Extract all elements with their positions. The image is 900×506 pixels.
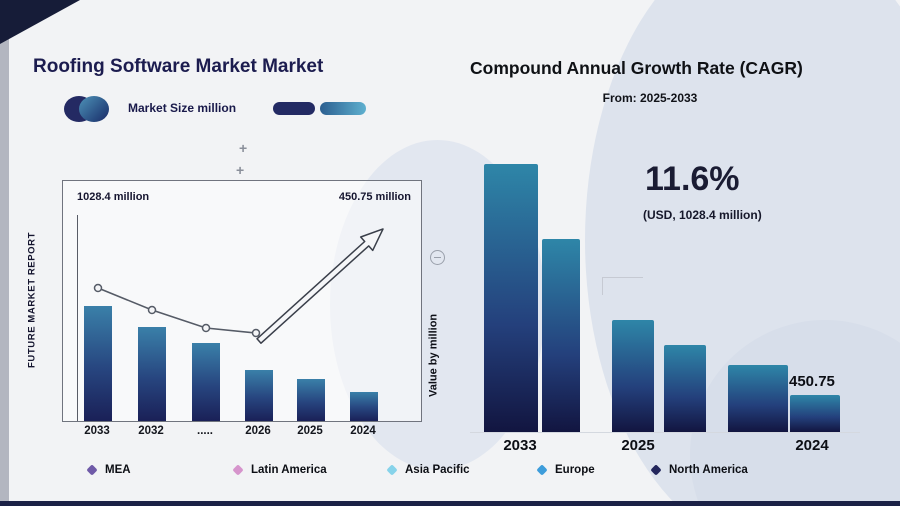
left-chart-title: Roofing Software Market Market bbox=[33, 56, 324, 77]
legend-label: Europe bbox=[555, 464, 595, 476]
legend-item-latin-america: Latin America bbox=[232, 464, 327, 476]
legend-bullet bbox=[386, 464, 398, 476]
min-value-label: 450.75 million bbox=[338, 191, 411, 203]
x-label: 2024 bbox=[350, 425, 376, 437]
x-label: 2032 bbox=[138, 425, 164, 437]
circle-dash-icon bbox=[430, 250, 445, 265]
region-legend: MEA Latin America Asia Pacific Europe No… bbox=[0, 464, 900, 488]
legend-label: North America bbox=[669, 464, 748, 476]
x-label: 2033 bbox=[84, 425, 110, 437]
x-label: 2026 bbox=[245, 425, 271, 437]
legend-bullet bbox=[86, 464, 98, 476]
max-value-label: 1028.4 million bbox=[77, 191, 150, 203]
legend-item-europe: Europe bbox=[536, 464, 595, 476]
legend-label: MEA bbox=[105, 464, 131, 476]
bar-2024-tall bbox=[728, 365, 788, 432]
legend-bullet bbox=[232, 464, 244, 476]
x-label: 2025 bbox=[621, 437, 655, 454]
bar-2026 bbox=[245, 370, 273, 421]
bar-2032 bbox=[138, 327, 166, 421]
bar-2025 bbox=[297, 379, 325, 421]
x-label: ..... bbox=[197, 425, 213, 437]
legend-bullet bbox=[536, 464, 548, 476]
bar-2024-short bbox=[790, 395, 840, 432]
legend-pill-gradient bbox=[320, 102, 366, 115]
legend-bullet bbox=[650, 464, 662, 476]
cagr-basis: (USD, 1028.4 million) bbox=[643, 208, 762, 222]
legend-label: Asia Pacific bbox=[405, 464, 470, 476]
future-market-report-label: FUTURE MARKET REPORT bbox=[26, 231, 38, 369]
market-size-chart-panel: 1028.4 million 450.75 million bbox=[62, 180, 422, 422]
cagr-value: 11.6% bbox=[645, 160, 740, 198]
cagr-chart-panel bbox=[470, 160, 860, 432]
plus-mark: + bbox=[236, 162, 245, 178]
value-450-label: 450.75 bbox=[789, 373, 835, 390]
legend-item-north-america: North America bbox=[650, 464, 748, 476]
bar-2024 bbox=[350, 392, 378, 421]
bar-2033-tall bbox=[484, 164, 538, 432]
legend-pill-dark bbox=[273, 102, 315, 115]
legend-item-asia-pacific: Asia Pacific bbox=[386, 464, 470, 476]
left-edge-strip bbox=[0, 26, 9, 506]
x-label: 2024 bbox=[795, 437, 829, 454]
bar-intermediate bbox=[192, 343, 220, 421]
bar-2033-short bbox=[542, 239, 580, 432]
bar-2025-short bbox=[664, 345, 706, 432]
cylinder-icon bbox=[64, 94, 116, 124]
value-by-million-label: Value by million bbox=[427, 313, 440, 397]
bar-2025-tall bbox=[612, 320, 654, 432]
y-axis-line bbox=[77, 215, 78, 421]
x-label: 2025 bbox=[297, 425, 323, 437]
x-label: 2033 bbox=[503, 437, 537, 454]
corner-triangle-decoration bbox=[0, 0, 80, 44]
step-line-decoration bbox=[602, 277, 643, 295]
right-x-axis-labels: 2033 2025 2024 bbox=[470, 437, 860, 457]
cagr-baseline bbox=[470, 432, 860, 433]
bar-2033 bbox=[84, 306, 112, 421]
plus-mark: + bbox=[239, 140, 248, 156]
trend-arrow-icon bbox=[93, 228, 384, 344]
cagr-title: Compound Annual Growth Rate (CAGR) bbox=[470, 58, 803, 78]
legend-item-mea: MEA bbox=[86, 464, 131, 476]
market-size-legend-label: Market Size million bbox=[128, 101, 237, 115]
legend-label: Latin America bbox=[251, 464, 327, 476]
cagr-subtitle: From: 2025-2033 bbox=[602, 91, 698, 105]
bottom-edge-strip bbox=[0, 501, 900, 506]
left-x-axis-labels: 2033 2032 ..... 2026 2025 2024 bbox=[62, 425, 420, 443]
